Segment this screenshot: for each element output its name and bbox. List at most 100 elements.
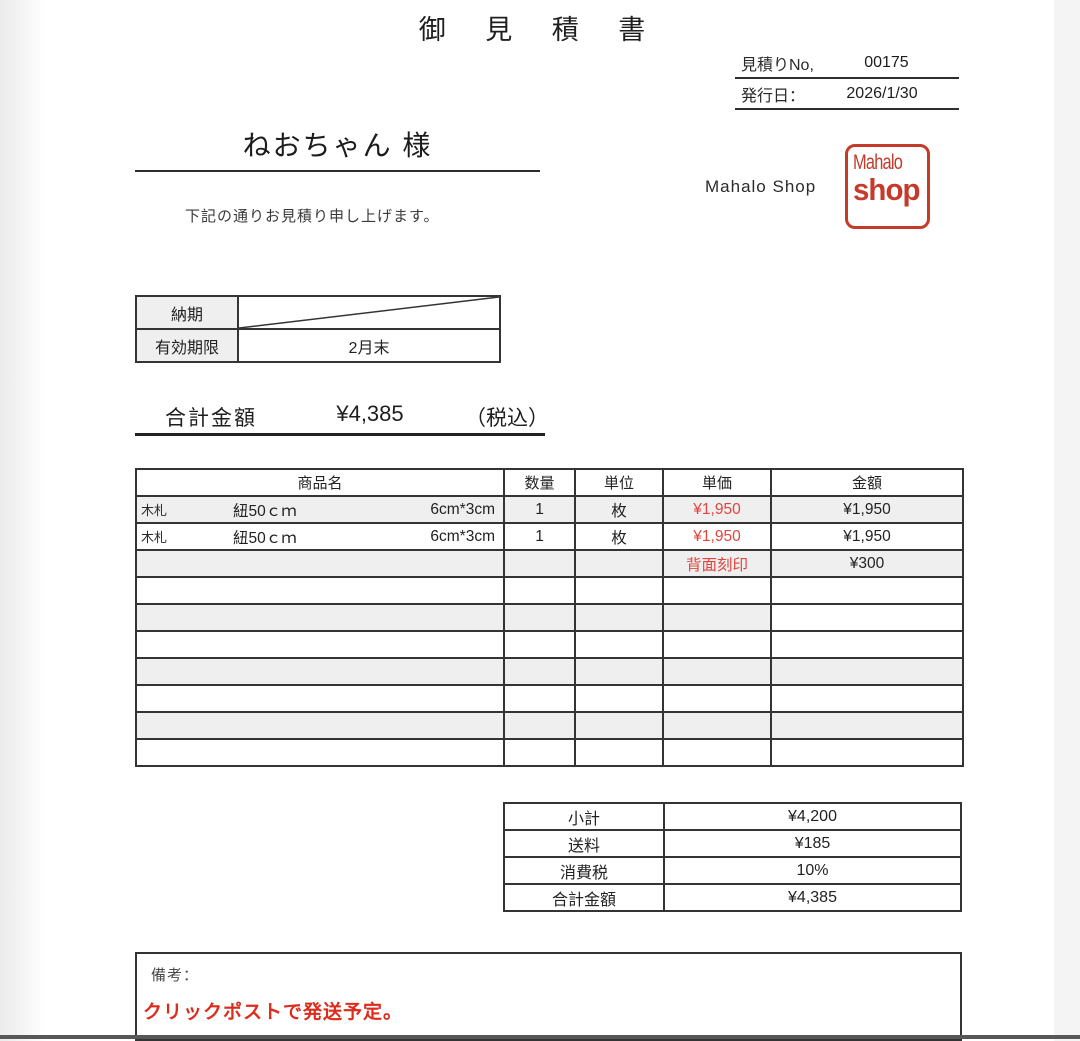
item-cell-unit — [574, 630, 664, 659]
item-cell-unit-price — [662, 603, 772, 632]
item-name-spec: 紐50ｃｍ — [233, 529, 297, 547]
shipping-row: 送料 ¥185 — [503, 829, 962, 858]
customer-name: ねおちゃん 様 — [242, 130, 433, 161]
item-cell-quantity — [503, 603, 576, 632]
item-cell-product-name — [135, 711, 505, 740]
issue-date-label: 発行日： — [741, 87, 806, 105]
item-row — [135, 657, 964, 686]
item-cell-unit-price — [662, 630, 772, 659]
item-cell-amount: ¥1,950 — [770, 495, 964, 524]
item-cell-unit-price: ¥1,950 — [662, 495, 772, 524]
header-quantity: 数量 — [503, 468, 576, 497]
item-row: 木札 紐50ｃｍ 6cm*3cm 1 枚 ¥1,950 ¥1,950 — [135, 522, 964, 551]
document-title: 御 見 積 書 — [418, 15, 662, 45]
validity-value: 2月末 — [237, 328, 501, 363]
item-cell-amount — [770, 576, 964, 605]
remarks-label: 備考： — [151, 967, 200, 984]
tax-label: 消費税 — [503, 856, 665, 885]
page-right-margin — [1054, 0, 1080, 1041]
item-cell-amount — [770, 684, 964, 713]
issue-date-row: 発行日： 2026/1/30 — [735, 79, 959, 110]
grand-total-label: 合計金額 — [165, 407, 257, 430]
item-cell-quantity — [503, 657, 576, 686]
tax-value: 10% — [663, 856, 962, 885]
item-cell-quantity — [503, 738, 576, 767]
shipping-label: 送料 — [503, 829, 665, 858]
item-row — [135, 738, 964, 767]
tax-row: 消費税 10% — [503, 856, 962, 885]
item-cell-unit-price — [662, 657, 772, 686]
total-value: ¥4,385 — [663, 883, 962, 912]
validity-row: 有効期限 2月末 — [135, 328, 501, 363]
subtotal-value: ¥4,200 — [663, 802, 962, 831]
stamp-line1: Mahalo — [853, 151, 903, 174]
item-cell-amount — [770, 738, 964, 767]
header-product-name: 商品名 — [135, 468, 505, 497]
items-table: 商品名 数量 単位 単価 金額 木札 紐50ｃｍ 6cm*3cm 1 枚 ¥1,950 ¥1… — [135, 468, 964, 767]
item-cell-amount — [770, 711, 964, 740]
item-cell-product-name — [135, 549, 505, 578]
item-cell-unit-price: 背面刻印 — [662, 549, 772, 578]
item-cell-unit — [574, 549, 664, 578]
item-cell-unit — [574, 711, 664, 740]
item-cell-quantity — [503, 711, 576, 740]
item-cell-unit: 枚 — [574, 522, 664, 551]
header-unit: 単位 — [574, 468, 664, 497]
item-cell-quantity: 1 — [503, 522, 576, 551]
page-bottom-edge — [0, 1035, 1080, 1039]
shop-stamp-seal: Mahalo shop — [845, 144, 930, 229]
header-amount: 金額 — [770, 468, 964, 497]
item-cell-unit-price: ¥1,950 — [662, 522, 772, 551]
customer-name-underline — [135, 170, 540, 172]
page-left-shadow — [0, 0, 46, 1041]
item-cell-product-name — [135, 576, 505, 605]
item-row — [135, 684, 964, 713]
diagonal-strike-line — [239, 297, 499, 328]
shop-name: Mahalo Shop — [705, 177, 817, 196]
grand-total-amount: ¥4,385 — [336, 401, 404, 426]
item-cell-unit — [574, 576, 664, 605]
item-cell-amount — [770, 630, 964, 659]
item-cell-product-name: 木札 紐50ｃｍ 6cm*3cm — [135, 495, 505, 524]
delivery-label: 納期 — [135, 295, 239, 330]
stamp-line2: shop — [853, 172, 921, 208]
item-row: 木札 紐50ｃｍ 6cm*3cm 1 枚 ¥1,950 ¥1,950 — [135, 495, 964, 524]
item-cell-quantity — [503, 549, 576, 578]
terms-table: 納期 有効期限 2月末 — [135, 295, 501, 363]
summary-table: 小計 ¥4,200 送料 ¥185 消費税 10% 合計金額 ¥4,385 — [503, 802, 962, 912]
header-unit-price: 単価 — [662, 468, 772, 497]
item-cell-unit — [574, 738, 664, 767]
item-cell-unit-price — [662, 738, 772, 767]
item-cell-quantity: 1 — [503, 495, 576, 524]
estimate-number-label: 見積りNo, — [741, 56, 814, 74]
item-cell-unit: 枚 — [574, 495, 664, 524]
validity-label: 有効期限 — [135, 328, 239, 363]
item-row — [135, 576, 964, 605]
remarks-box: 備考： クリックポストで発送予定。 — [135, 952, 962, 1041]
item-row — [135, 630, 964, 659]
item-name-size: 6cm*3cm — [430, 500, 495, 518]
item-cell-unit-price — [662, 576, 772, 605]
item-row — [135, 711, 964, 740]
item-cell-product-name — [135, 684, 505, 713]
item-cell-amount — [770, 603, 964, 632]
item-cell-unit-price — [662, 684, 772, 713]
items-header-row: 商品名 数量 単位 単価 金額 — [135, 468, 964, 497]
item-cell-unit-price — [662, 711, 772, 740]
shipping-value: ¥185 — [663, 829, 962, 858]
estimate-meta-block: 見積りNo, 00175 発行日： 2026/1/30 — [735, 48, 959, 110]
delivery-value-cell — [237, 295, 501, 330]
greeting-text: 下記の通りお見積り申し上げます。 — [185, 208, 440, 225]
item-cell-unit — [574, 684, 664, 713]
issue-date-value: 2026/1/30 — [846, 84, 918, 102]
items-body: 木札 紐50ｃｍ 6cm*3cm 1 枚 ¥1,950 ¥1,950 木札 紐50ｃｍ 6cm*3… — [135, 495, 964, 767]
grand-total-underline — [135, 433, 545, 436]
item-name-spec: 紐50ｃｍ — [233, 502, 297, 520]
item-name-code: 木札 — [141, 503, 168, 518]
item-cell-quantity — [503, 684, 576, 713]
remarks-note: クリックポストで発送予定。 — [143, 1002, 404, 1023]
item-cell-product-name — [135, 738, 505, 767]
item-cell-unit — [574, 657, 664, 686]
grand-total-tax-note: （税込） — [465, 407, 549, 430]
